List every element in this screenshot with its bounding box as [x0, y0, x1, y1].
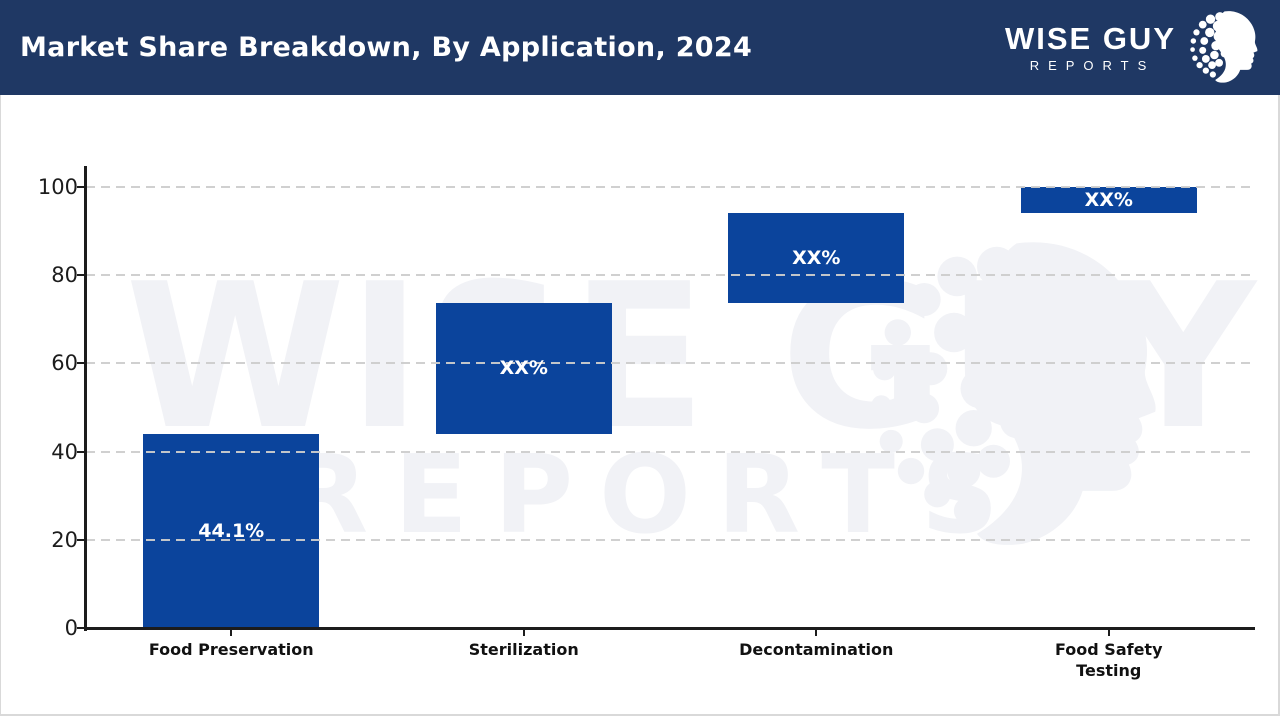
watermark-head-icon [871, 242, 1156, 545]
gridline-60 [86, 362, 1254, 365]
y-tick-mark [77, 362, 85, 365]
bar-decontamination [728, 212, 905, 303]
gridline-100 [86, 186, 1254, 188]
y-tick-mark [77, 186, 85, 188]
y-tick-label: 40 [51, 439, 78, 464]
logo-wordmark: WISE GUY [1004, 21, 1176, 56]
left-border [0, 95, 1, 715]
x-axis-line [84, 627, 1255, 630]
y-axis-line [84, 166, 87, 631]
bar-value-label-sterilization: XX% [499, 357, 548, 380]
gridline-20 [86, 538, 1254, 541]
y-tick-mark [77, 450, 85, 453]
logo-subtext: REPORTS [1029, 58, 1156, 73]
y-tick-mark [77, 274, 85, 277]
x-category-label-food-preservation: Food Preservation [148, 640, 314, 659]
x-tick-mark [1107, 629, 1110, 636]
y-tick-label: 60 [51, 351, 78, 376]
bar-value-label-decontamination: XX% [792, 246, 841, 269]
x-tick-mark [522, 629, 525, 636]
logo-head-icon [1190, 11, 1258, 83]
y-tick-label: 80 [51, 263, 78, 288]
right-border [1278, 95, 1280, 715]
bottom-border [0, 714, 1280, 716]
bar-value-label-food-preservation: 44.1% [198, 519, 265, 542]
y-tick-label: 0 [64, 616, 78, 640]
bar-food-safety-testing [1020, 187, 1197, 213]
x-tick-mark [815, 629, 818, 636]
wiseguy-logo: WISE GUY REPORTS [1005, 6, 1266, 90]
x-category-label-sterilization: Sterilization [468, 640, 579, 659]
gridline-40 [86, 450, 1254, 453]
y-tick-label: 100 [37, 175, 78, 199]
y-tick-label: 20 [51, 527, 78, 552]
header-bar: Market Share Breakdown, By Application, … [0, 0, 1280, 95]
page-title: Market Share Breakdown, By Application, … [20, 32, 753, 63]
watermark-subtext: REPORTS [285, 433, 1025, 558]
y-tick-mark [77, 538, 85, 541]
bar-food-preservation [143, 433, 320, 628]
bar-sterilization [435, 302, 612, 434]
x-tick-mark [230, 629, 233, 636]
logo-text: WISE GUY REPORTS [1004, 21, 1176, 74]
bar-value-label-food-safety-testing: XX% [1084, 188, 1133, 211]
x-category-label-decontamination: Decontamination [739, 640, 894, 659]
gridline-80 [86, 274, 1254, 277]
x-category-label-food-safety-testing: Food Safety Testing [1055, 640, 1163, 680]
y-tick-mark [77, 627, 85, 629]
